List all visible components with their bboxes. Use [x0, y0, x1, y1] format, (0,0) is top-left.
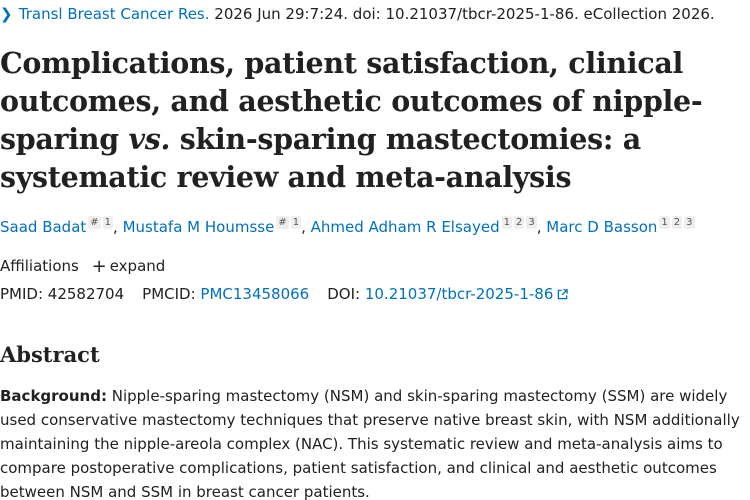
author-separator: ,	[536, 218, 547, 236]
author-affiliation-ref[interactable]: 2	[513, 216, 525, 229]
pmcid-label: PMCID:	[142, 285, 201, 303]
author-link[interactable]: Marc D Basson	[546, 218, 658, 236]
doi-value: 10.21037/tbcr-2025-1-86	[364, 285, 554, 303]
expand-label: expand	[109, 257, 166, 275]
author-link[interactable]: Mustafa M Houmsse	[122, 218, 275, 236]
pmcid-link[interactable]: PMC13458066	[200, 285, 310, 303]
background-text: Nipple-sparing mastectomy (NSM) and skin…	[0, 387, 740, 500]
affiliations-label: Affiliations	[0, 257, 79, 275]
journal-link[interactable]: Transl Breast Cancer Res.	[18, 5, 210, 23]
author-separator: ,	[301, 218, 311, 236]
citation-details: 2026 Jun 29:7:24. doi: 10.21037/tbcr-202…	[209, 5, 715, 23]
identifiers-row: PMID: 42582704 PMCID: PMC13458066 DOI: 10.…	[0, 284, 569, 304]
author-affiliation-ref[interactable]: 2	[671, 216, 683, 229]
pmid-value: 42582704	[47, 285, 125, 303]
author-list: Saad Badat #1, Mustafa M Houmsse #1, Ahmed…	[0, 216, 695, 238]
author-affiliation-ref[interactable]: 1	[102, 216, 114, 229]
title-part-2: skin-sparing mastectomies: a systematic …	[0, 122, 641, 194]
doi-link[interactable]: 10.21037/tbcr-2025-1-86	[365, 285, 569, 303]
author-link[interactable]: Saad Badat	[0, 218, 87, 236]
external-link-icon	[558, 289, 569, 300]
author-footnote[interactable]: #	[88, 216, 101, 229]
author-footnote[interactable]: #	[276, 216, 289, 229]
author-link[interactable]: Ahmed Adham R Elsayed	[310, 218, 500, 236]
abstract-background: Background: Nipple-sparing mastectomy (N…	[0, 384, 750, 500]
citation-line: ❯ Transl Breast Cancer Res. 2026 Jun 29:…	[0, 4, 715, 24]
title-italic: vs.	[128, 122, 171, 156]
affiliations-row: Affiliations + expand	[0, 256, 165, 277]
author-affiliation-ref[interactable]: 1	[290, 216, 302, 229]
plus-icon: +	[91, 256, 107, 277]
background-label: Background:	[0, 387, 107, 405]
author-affiliation-ref[interactable]: 1	[659, 216, 670, 229]
author-affiliation-ref[interactable]: 3	[526, 216, 537, 229]
chevron-right-icon[interactable]: ❯	[0, 5, 13, 23]
title-part-1: Complications, patient satisfaction, cli…	[0, 46, 703, 156]
doi-label: DOI:	[327, 285, 365, 303]
pmid-label: PMID:	[0, 285, 48, 303]
author-affiliation-ref[interactable]: 1	[501, 216, 512, 229]
author-separator: ,	[113, 218, 123, 236]
abstract-heading: Abstract	[0, 342, 100, 367]
article-title: Complications, patient satisfaction, cli…	[0, 44, 746, 196]
expand-affiliations-button[interactable]: + expand	[91, 256, 166, 277]
author-affiliation-ref[interactable]: 3	[684, 216, 695, 229]
